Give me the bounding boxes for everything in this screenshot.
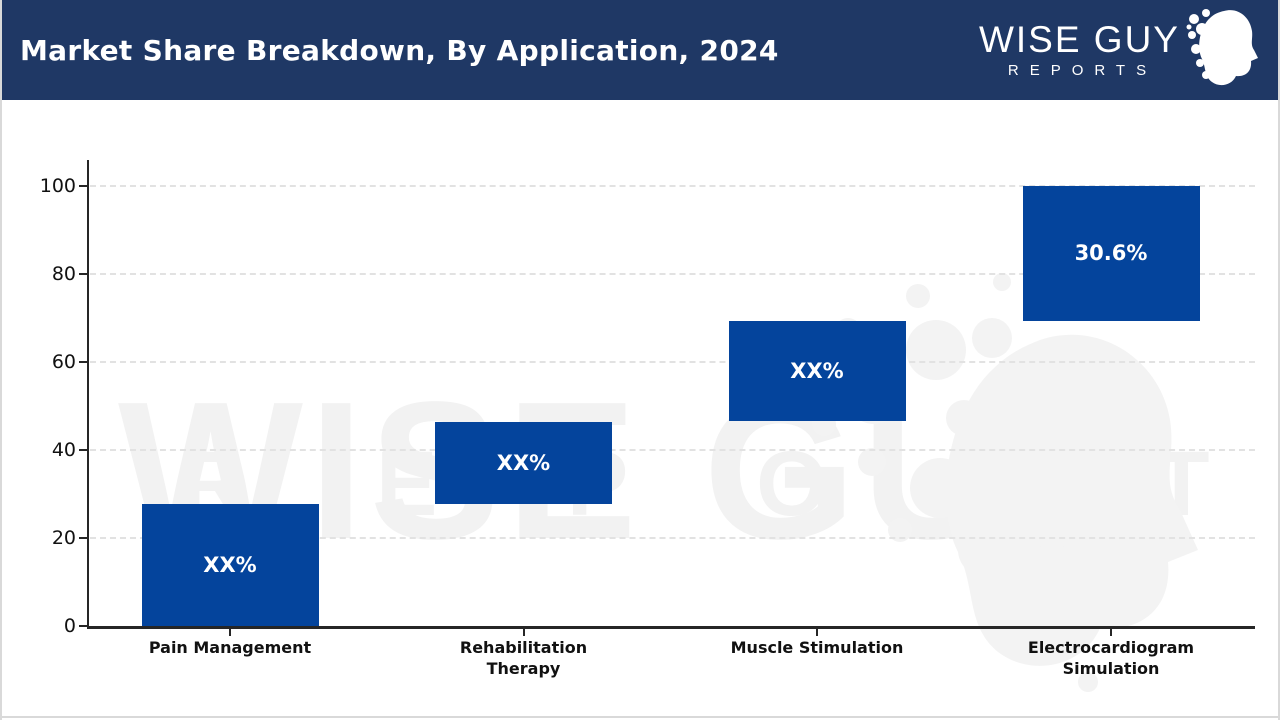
chart-title: Market Share Breakdown, By Application, … [20, 33, 779, 67]
y-tick-label-80: 80 [51, 263, 76, 285]
x-tick-mark-2 [816, 629, 818, 636]
chart-plot-area: WISE GU R E P O R T S 020406080100XX%Pai… [0, 100, 1280, 720]
gridline-100 [90, 185, 1255, 187]
y-tick-mark-60 [79, 361, 87, 363]
y-tick-mark-20 [79, 537, 87, 539]
bar-3: 30.6% [1022, 186, 1200, 321]
gridline-40 [90, 449, 1255, 451]
y-tick-mark-0 [79, 625, 87, 627]
x-category-label-0: Pain Management [148, 638, 312, 657]
bar-value-label-2: XX% [790, 359, 844, 384]
x-category-label-2: Muscle Stimulation [730, 638, 904, 657]
gridline-80 [90, 273, 1255, 275]
bar-1: XX% [435, 421, 612, 505]
x-category-label-1: Rehabilitation Therapy [459, 638, 588, 678]
y-tick-mark-100 [79, 185, 87, 187]
bar-value-label-3: 30.6% [1074, 241, 1148, 266]
y-tick-label-20: 20 [51, 527, 76, 549]
bar-value-label-1: XX% [496, 450, 551, 475]
y-axis-line [87, 160, 89, 628]
gridline-60 [90, 361, 1255, 363]
bar-value-label-0: XX% [203, 553, 257, 578]
y-tick-mark-40 [79, 449, 87, 451]
bar-0: XX% [141, 504, 319, 626]
header-banner: Market Share Breakdown, By Application, … [0, 0, 1280, 100]
brand-name: WISE GUY [978, 19, 1180, 61]
x-category-label-3: Electrocardiogram Simulation [1027, 638, 1195, 678]
brand-logo-text: WISE GUY REPORTS [978, 19, 1180, 79]
bar-2: XX% [728, 321, 906, 421]
y-tick-label-100: 100 [39, 175, 76, 197]
x-tick-mark-0 [229, 629, 231, 636]
x-tick-mark-1 [522, 629, 525, 636]
y-tick-label-60: 60 [51, 351, 76, 373]
brand-logo: WISE GUY REPORTS [979, 5, 1258, 95]
gridline-20 [90, 537, 1255, 539]
y-tick-label-40: 40 [51, 439, 76, 461]
brand-subtitle: REPORTS [1007, 61, 1158, 79]
x-axis-line [87, 626, 1255, 629]
brand-face-icon [1186, 5, 1258, 95]
y-tick-label-0: 0 [63, 615, 76, 637]
y-tick-mark-80 [79, 273, 87, 275]
x-tick-mark-3 [1110, 629, 1112, 636]
